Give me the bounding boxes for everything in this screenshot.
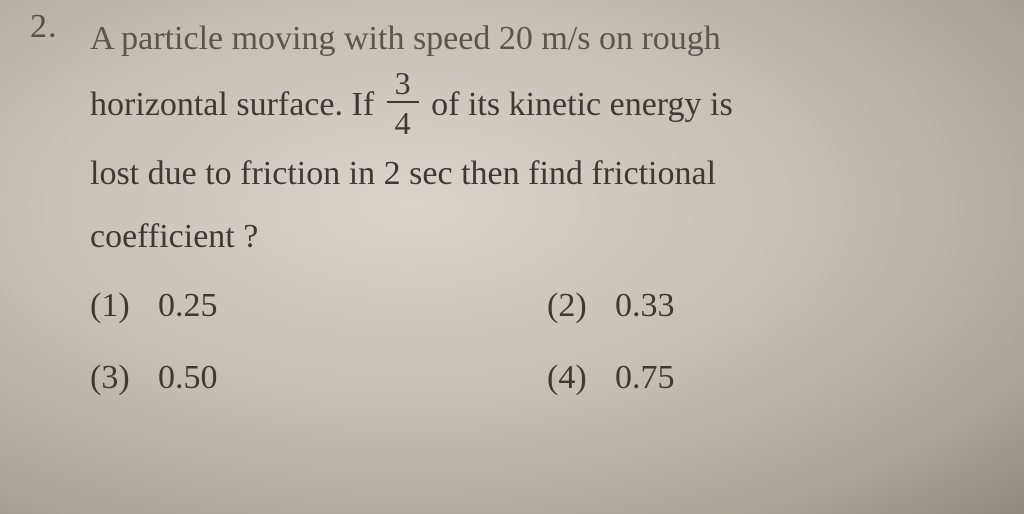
question-row: 2. A particle moving with speed 20 m/s o… — [30, 8, 1004, 269]
question-line-3: lost due to friction in 2 sec then find … — [90, 155, 716, 192]
fraction-denominator: 4 — [387, 103, 419, 139]
options-grid: (1) 0.25 (2) 0.33 (3) 0.50 (4) 0.75 — [90, 287, 1004, 397]
option-value: 0.33 — [615, 287, 675, 325]
option-label: (1) — [90, 287, 142, 325]
question-body: A particle moving with speed 20 m/s on r… — [90, 8, 1004, 269]
page: 2. A particle moving with speed 20 m/s o… — [30, 0, 1004, 514]
option-4[interactable]: (4) 0.75 — [547, 359, 1004, 397]
question-line-2b: of its kinetic energy is — [423, 86, 733, 123]
question-number: 2. — [30, 8, 90, 46]
question-line-2a: horizontal surface. If — [90, 86, 383, 123]
question-line-4: coefficient ? — [90, 218, 258, 255]
option-value: 0.75 — [615, 359, 675, 397]
fraction-numerator: 3 — [387, 67, 419, 103]
option-label: (2) — [547, 287, 599, 325]
question-line-1: A particle moving with speed 20 m/s on r… — [90, 20, 721, 57]
option-label: (3) — [90, 359, 142, 397]
option-value: 0.25 — [158, 287, 218, 325]
option-label: (4) — [547, 359, 599, 397]
option-3[interactable]: (3) 0.50 — [90, 359, 547, 397]
option-1[interactable]: (1) 0.25 — [90, 287, 547, 325]
option-2[interactable]: (2) 0.33 — [547, 287, 1004, 325]
option-value: 0.50 — [158, 359, 218, 397]
fraction: 34 — [387, 67, 419, 139]
